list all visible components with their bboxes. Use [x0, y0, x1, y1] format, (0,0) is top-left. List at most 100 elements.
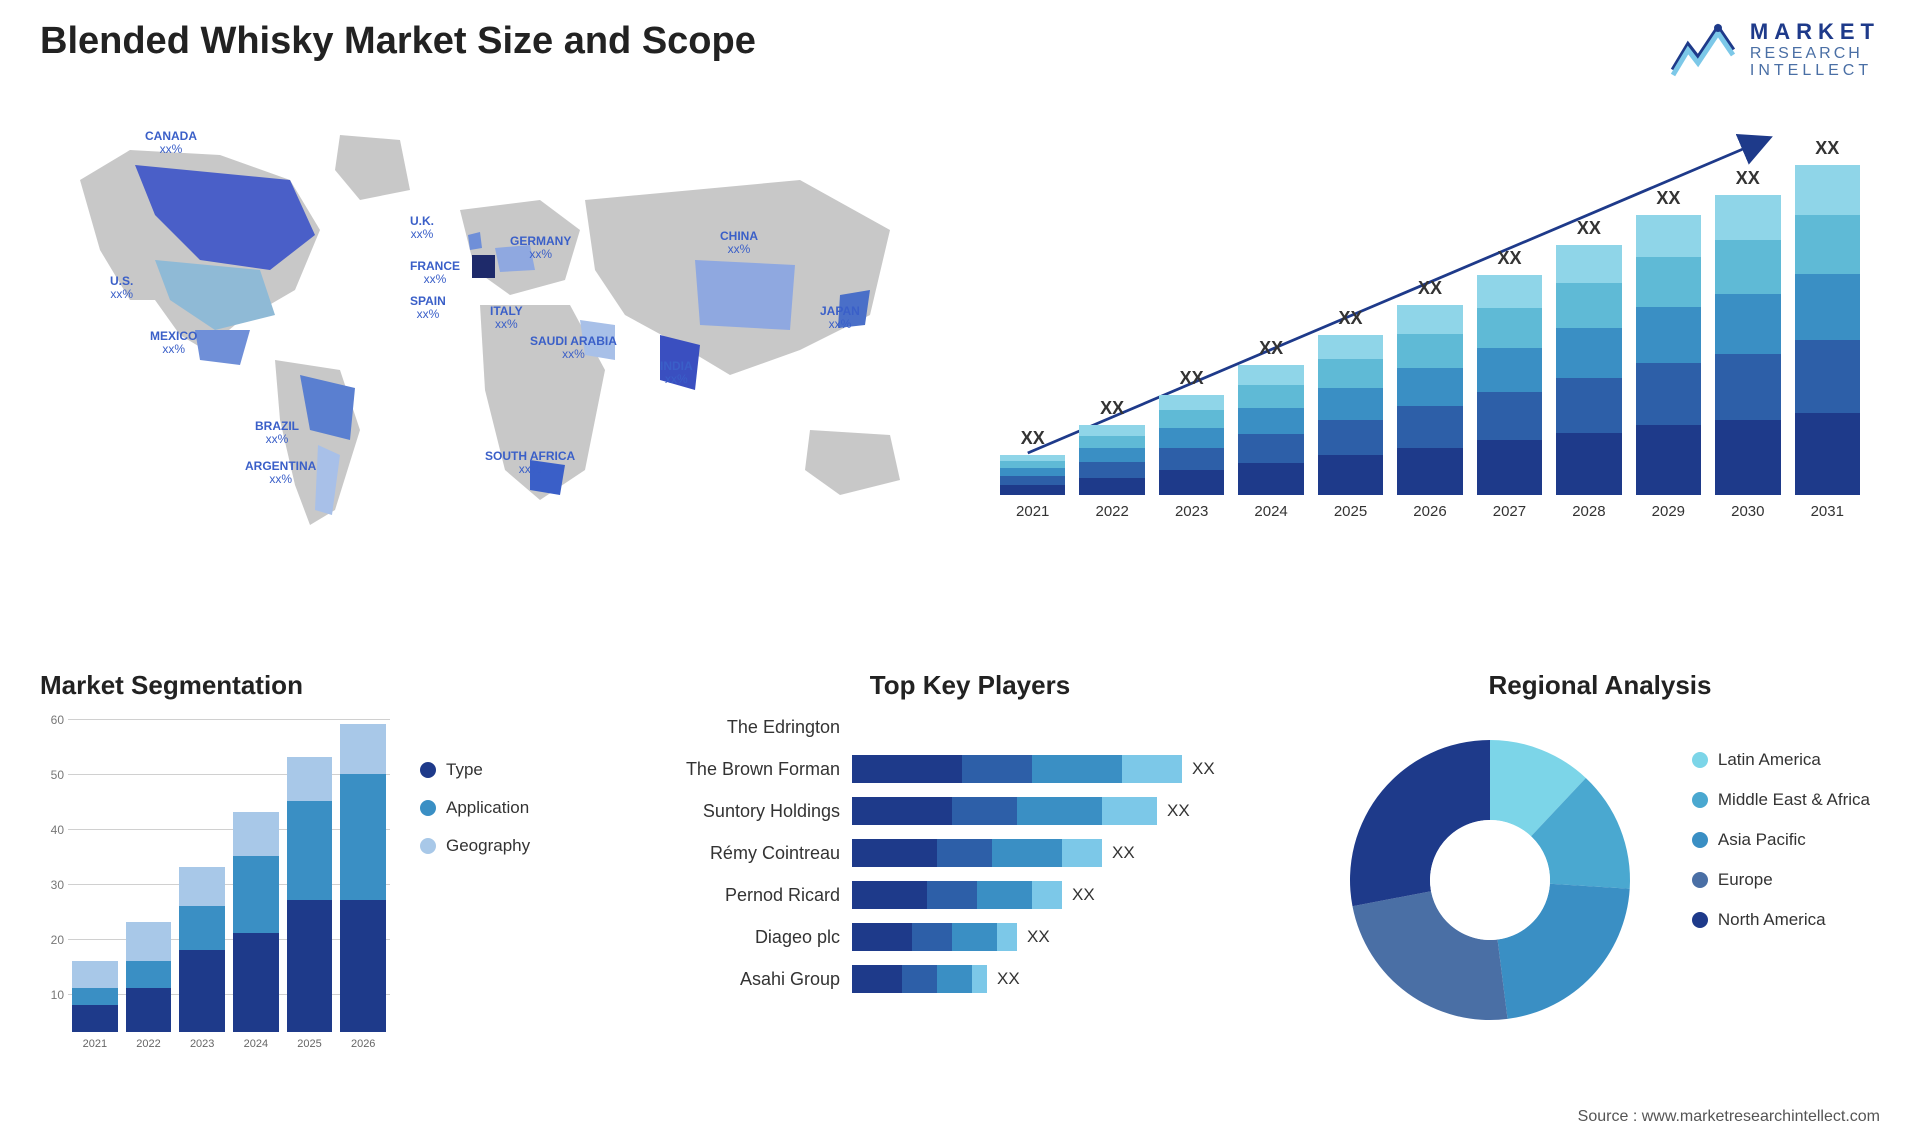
map-label: FRANCExx%	[410, 260, 460, 286]
forecast-year-label: 2028	[1572, 503, 1605, 520]
y-tick: 10	[51, 988, 64, 1002]
logo-icon	[1668, 20, 1738, 80]
regional-donut	[1340, 730, 1640, 1030]
map-label: INDIAxx%	[660, 360, 693, 386]
forecast-year-label: 2027	[1493, 503, 1526, 520]
forecast-bar: XX 2021	[1000, 428, 1065, 520]
seg-year-label: 2026	[351, 1038, 375, 1050]
brand-logo: MARKET RESEARCH INTELLECT	[1668, 20, 1880, 80]
legend-item: Latin America	[1692, 750, 1870, 770]
forecast-value-label: XX	[1180, 368, 1204, 389]
player-value: XX	[1072, 885, 1095, 905]
forecast-value-label: XX	[1259, 338, 1283, 359]
seg-bar: 2026	[340, 724, 386, 1050]
forecast-bar: XX 2026	[1397, 278, 1462, 520]
player-name: Diageo plc	[640, 927, 840, 948]
legend-item: Middle East & Africa	[1692, 790, 1870, 810]
logo-text-3: INTELLECT	[1750, 62, 1880, 80]
player-value: XX	[1027, 927, 1050, 947]
seg-bar: 2023	[179, 867, 225, 1050]
legend-item: Europe	[1692, 870, 1870, 890]
y-tick: 50	[51, 768, 64, 782]
seg-year-label: 2025	[297, 1038, 321, 1050]
map-label: JAPANxx%	[820, 305, 860, 331]
y-tick: 20	[51, 933, 64, 947]
forecast-bar: XX 2028	[1556, 218, 1621, 520]
player-name: Pernod Ricard	[640, 885, 840, 906]
legend-item: Application	[420, 798, 530, 818]
player-name: Rémy Cointreau	[640, 843, 840, 864]
legend-item: Type	[420, 760, 530, 780]
y-tick: 30	[51, 878, 64, 892]
source-text: Source : www.marketresearchintellect.com	[1578, 1108, 1880, 1126]
segmentation-panel: Market Segmentation 10 20 30 40 50 60 2021 202…	[40, 670, 600, 1090]
forecast-year-label: 2031	[1811, 503, 1844, 520]
map-label: CHINAxx%	[720, 230, 758, 256]
map-label: ITALYxx%	[490, 305, 523, 331]
map-label: SPAINxx%	[410, 295, 446, 321]
map-label: CANADAxx%	[145, 130, 197, 156]
forecast-bar: XX2027	[1477, 248, 1542, 520]
forecast-year-label: 2026	[1413, 503, 1446, 520]
page-title: Blended Whisky Market Size and Scope	[40, 20, 756, 63]
player-value: XX	[1192, 759, 1215, 779]
map-label: SAUDI ARABIAxx%	[530, 335, 617, 361]
forecast-value-label: XX	[1021, 428, 1045, 449]
seg-year-label: 2022	[136, 1038, 160, 1050]
regional-title: Regional Analysis	[1320, 670, 1880, 701]
forecast-bar: XX2023	[1159, 368, 1224, 520]
seg-bar: 2022	[126, 922, 172, 1050]
map-label: U.S.xx%	[110, 275, 133, 301]
player-name: Suntory Holdings	[640, 801, 840, 822]
forecast-value-label: XX	[1736, 168, 1760, 189]
forecast-year-label: 2030	[1731, 503, 1764, 520]
forecast-bar: XX 2022	[1079, 398, 1144, 520]
y-tick: 40	[51, 823, 64, 837]
seg-year-label: 2024	[244, 1038, 268, 1050]
legend-item: Geography	[420, 836, 530, 856]
forecast-value-label: XX	[1418, 278, 1442, 299]
player-row: Pernod Ricard XX	[640, 881, 1300, 909]
forecast-year-label: 2024	[1254, 503, 1287, 520]
forecast-value-label: XX	[1100, 398, 1124, 419]
map-label: U.K.xx%	[410, 215, 434, 241]
forecast-value-label: XX	[1577, 218, 1601, 239]
forecast-bar: XX 2031	[1795, 138, 1860, 520]
forecast-year-label: 2022	[1095, 503, 1128, 520]
forecast-bar: XX2029	[1636, 188, 1701, 520]
player-row: Suntory Holdings XX	[640, 797, 1300, 825]
logo-text-2: RESEARCH	[1750, 45, 1880, 63]
map-label: BRAZILxx%	[255, 420, 299, 446]
forecast-panel: XX2021XX2022XX2023XX2024XX2025XX2026XX20…	[980, 120, 1880, 550]
map-label: SOUTH AFRICAxx%	[485, 450, 575, 476]
player-value: XX	[997, 969, 1020, 989]
player-row: Diageo plc XX	[640, 923, 1300, 951]
player-row: Rémy CointreauXX	[640, 839, 1300, 867]
forecast-bar: XX 2030	[1715, 168, 1780, 520]
key-players-title: Top Key Players	[640, 670, 1300, 701]
seg-bar: 2021	[72, 961, 118, 1051]
player-name: The Brown Forman	[640, 759, 840, 780]
segmentation-title: Market Segmentation	[40, 670, 600, 701]
legend-item: North America	[1692, 910, 1870, 930]
player-row: The Edrington	[640, 713, 1300, 741]
forecast-bar: XX2025	[1318, 308, 1383, 520]
map-label: ARGENTINAxx%	[245, 460, 316, 486]
seg-year-label: 2021	[83, 1038, 107, 1050]
player-row: Asahi Group XX	[640, 965, 1300, 993]
legend-item: Asia Pacific	[1692, 830, 1870, 850]
seg-year-label: 2023	[190, 1038, 214, 1050]
forecast-year-label: 2021	[1016, 503, 1049, 520]
forecast-value-label: XX	[1656, 188, 1680, 209]
forecast-value-label: XX	[1815, 138, 1839, 159]
player-name: The Edrington	[640, 717, 840, 738]
logo-text-1: MARKET	[1750, 20, 1880, 44]
y-tick: 60	[51, 713, 64, 727]
forecast-value-label: XX	[1339, 308, 1363, 329]
seg-bar: 2024	[233, 812, 279, 1050]
player-name: Asahi Group	[640, 969, 840, 990]
key-players-panel: Top Key Players The Edrington The Brown F…	[640, 670, 1300, 1100]
player-value: XX	[1167, 801, 1190, 821]
world-map-panel: CANADAxx%U.S.xx%MEXICOxx%BRAZILxx%ARGENT…	[40, 120, 920, 540]
seg-bar: 2025	[287, 757, 333, 1050]
